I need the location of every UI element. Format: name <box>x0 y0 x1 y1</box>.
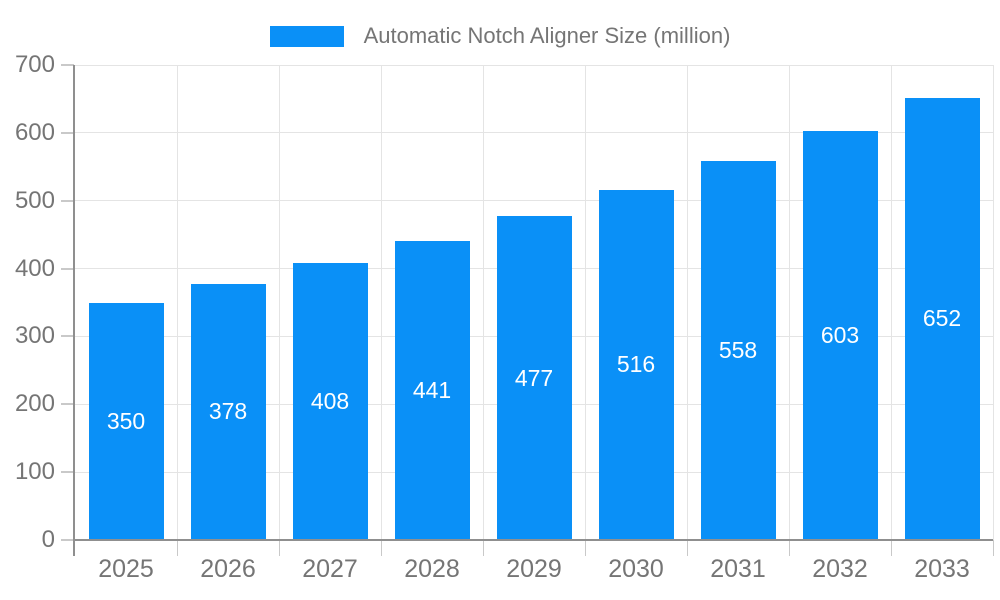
y-tick <box>61 267 74 270</box>
x-tick <box>278 540 280 556</box>
x-axis-label: 2033 <box>914 555 970 583</box>
x-tick <box>686 540 688 556</box>
y-tick <box>61 539 74 541</box>
y-axis-label: 200 <box>14 390 55 418</box>
x-axis-label: 2029 <box>506 555 562 583</box>
x-axis-label: 2025 <box>98 555 154 583</box>
gridline <box>482 65 484 540</box>
x-axis-label: 2027 <box>302 555 358 583</box>
y-axis-label: 0 <box>41 526 55 553</box>
gridline <box>75 64 993 66</box>
bar-2025[interactable]: 350 <box>88 302 164 540</box>
legend[interactable]: Automatic Notch Aligner Size (million) <box>0 22 1000 50</box>
gridline <box>75 132 993 134</box>
x-tick <box>584 540 586 556</box>
x-tick <box>992 540 994 556</box>
y-axis-label: 500 <box>14 186 55 214</box>
y-axis-line <box>73 65 75 556</box>
y-tick <box>61 131 74 134</box>
x-axis-label: 2032 <box>812 555 868 583</box>
gridline <box>75 200 993 202</box>
bar-value-label: 408 <box>310 388 350 415</box>
bar-value-label: 558 <box>718 337 758 364</box>
y-axis-label: 300 <box>14 322 55 350</box>
bar-value-label: 441 <box>412 376 452 403</box>
bar-value-label: 603 <box>820 321 860 348</box>
x-axis-line <box>73 539 993 541</box>
x-tick <box>176 540 178 556</box>
bar-2031[interactable]: 558 <box>700 161 776 540</box>
y-axis-label: 700 <box>14 51 55 78</box>
bar-2032[interactable]: 603 <box>802 130 878 540</box>
gridline <box>176 65 178 540</box>
x-tick <box>482 540 484 556</box>
gridline <box>380 65 382 540</box>
x-axis-label: 2031 <box>710 555 766 583</box>
bar-2027[interactable]: 408 <box>292 263 368 540</box>
y-axis-label: 400 <box>14 254 55 282</box>
y-tick <box>61 403 74 406</box>
bar-2028[interactable]: 441 <box>394 240 470 540</box>
bar-2030[interactable]: 516 <box>598 189 674 540</box>
x-tick <box>788 540 790 556</box>
y-tick <box>61 199 74 202</box>
x-axis-label: 2030 <box>608 555 664 583</box>
y-tick <box>61 64 74 66</box>
gridline <box>278 65 280 540</box>
gridline <box>890 65 892 540</box>
y-axis-label: 100 <box>14 458 55 486</box>
y-tick <box>61 471 74 474</box>
x-tick <box>380 540 382 556</box>
bar-value-label: 378 <box>208 398 248 425</box>
bar-value-label: 652 <box>922 305 962 332</box>
x-axis-label: 2028 <box>404 555 460 583</box>
bar-value-label: 516 <box>616 351 656 378</box>
bar-value-label: 350 <box>106 407 146 434</box>
y-tick <box>61 335 74 338</box>
y-axis-label: 600 <box>14 118 55 146</box>
bar-value-label: 477 <box>514 364 554 391</box>
x-axis-label: 2026 <box>200 555 256 583</box>
gridline <box>992 65 994 540</box>
bar-2029[interactable]: 477 <box>496 216 572 540</box>
legend-label: Automatic Notch Aligner Size (million) <box>363 23 731 48</box>
gridline <box>686 65 688 540</box>
bar-2026[interactable]: 378 <box>190 283 266 540</box>
x-tick <box>890 540 892 556</box>
legend-swatch[interactable] <box>269 25 344 47</box>
gridline <box>788 65 790 540</box>
bar-2033[interactable]: 652 <box>904 97 980 540</box>
gridline <box>584 65 586 540</box>
